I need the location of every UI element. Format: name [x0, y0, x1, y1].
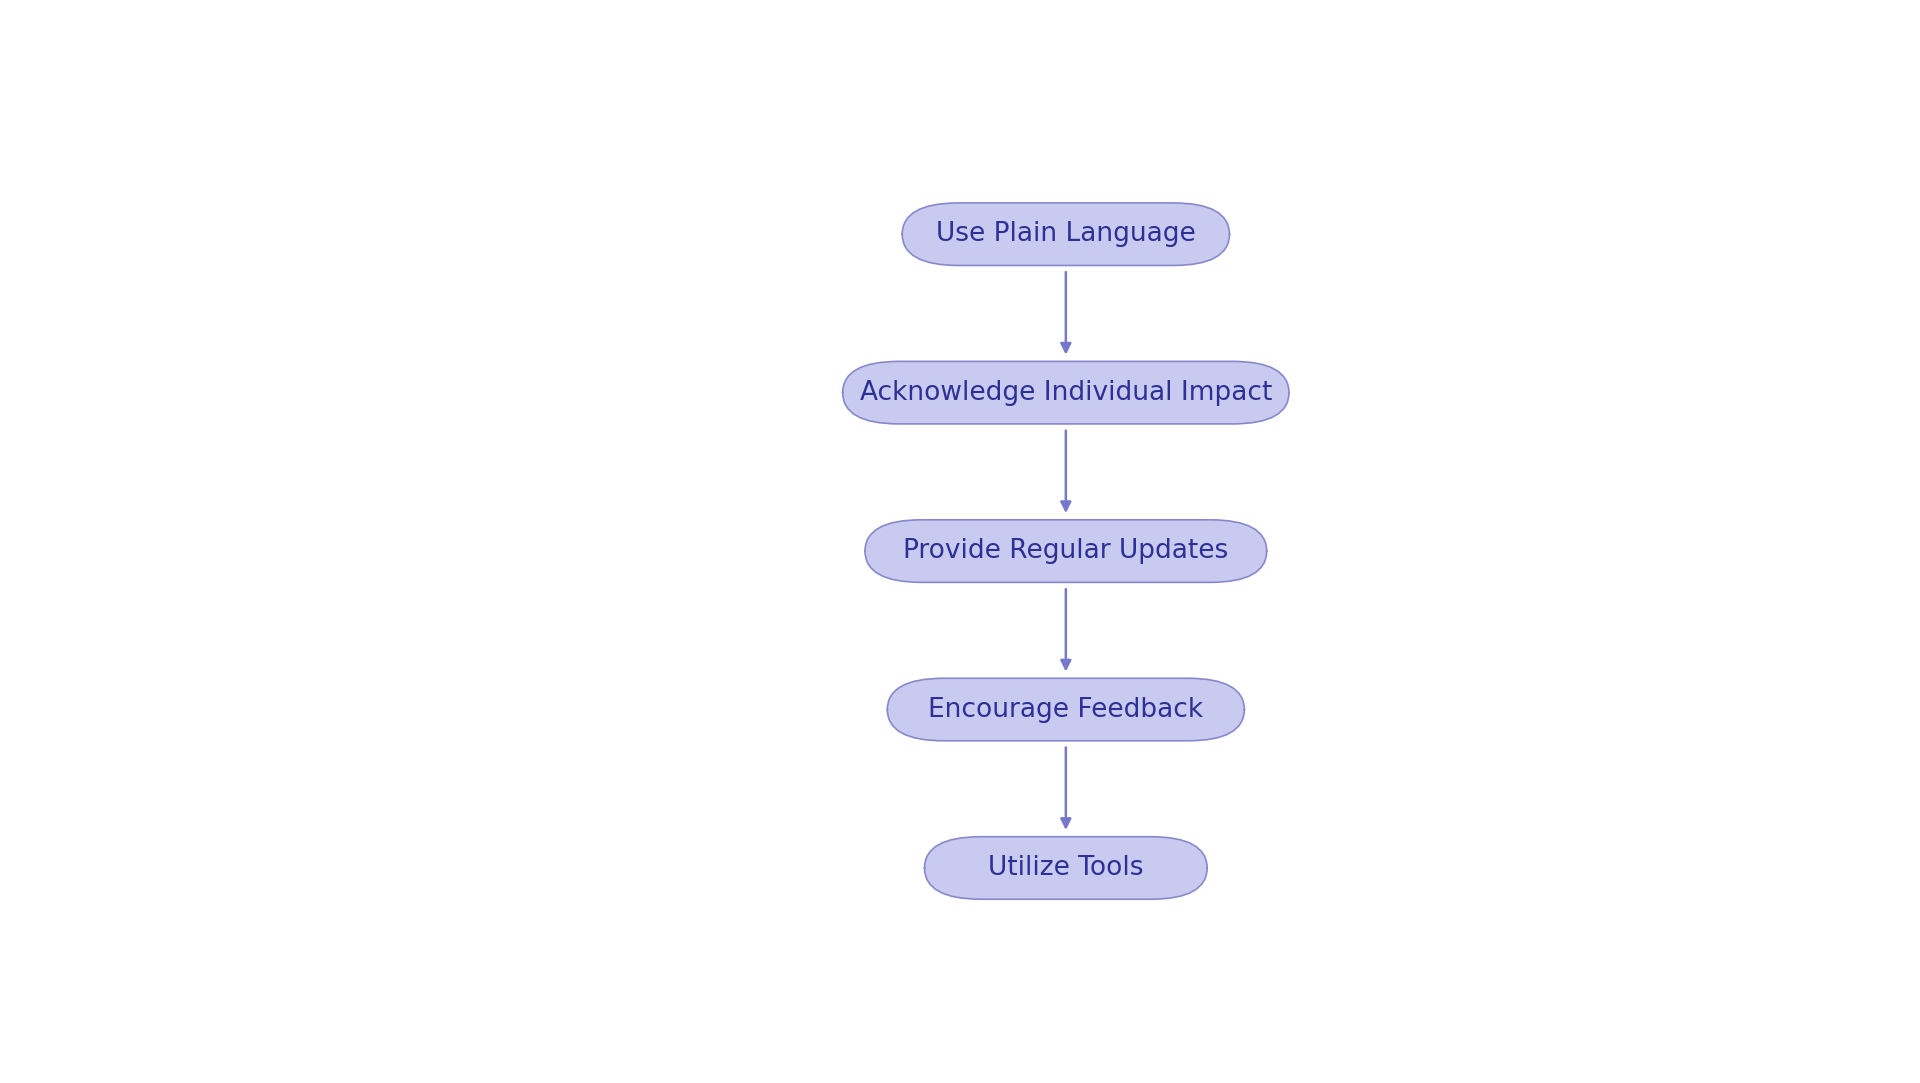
Text: Use Plain Language: Use Plain Language	[935, 221, 1196, 247]
FancyBboxPatch shape	[843, 362, 1288, 423]
Text: Provide Regular Updates: Provide Regular Updates	[902, 538, 1229, 564]
FancyBboxPatch shape	[925, 837, 1208, 899]
FancyBboxPatch shape	[902, 203, 1229, 265]
FancyBboxPatch shape	[864, 520, 1267, 583]
Text: Acknowledge Individual Impact: Acknowledge Individual Impact	[860, 380, 1273, 406]
Text: Encourage Feedback: Encourage Feedback	[927, 696, 1204, 722]
FancyBboxPatch shape	[887, 678, 1244, 741]
Text: Utilize Tools: Utilize Tools	[989, 854, 1144, 880]
